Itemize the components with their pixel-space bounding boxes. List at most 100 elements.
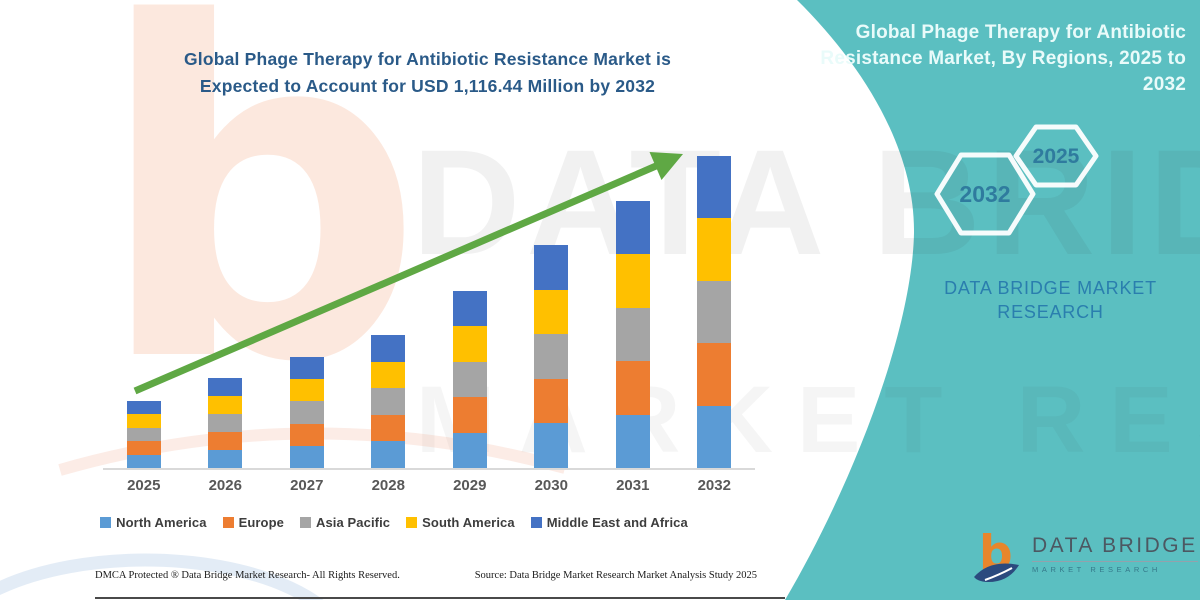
legend-label: South America: [422, 515, 515, 530]
bar-segment-2028-middle-east-and-africa: [371, 335, 406, 362]
chart-title-line1: Global Phage Therapy for Antibiotic Resi…: [183, 49, 672, 69]
bar-segment-2030-south-america: [534, 289, 569, 335]
bar-segment-2030-middle-east-and-africa: [534, 245, 569, 290]
right-panel-title: Global Phage Therapy for Antibiotic Resi…: [820, 22, 1186, 95]
chart-title: Global Phage Therapy for Antibiotic Resi…: [100, 46, 755, 100]
legend-swatch: [530, 517, 542, 528]
legend-item-europe: Europe: [222, 515, 284, 530]
bar-segment-2032-middle-east-and-africa: [697, 156, 732, 219]
x-axis-labels: 2025 2026 2027 2028 2029 2030 2031 2032: [103, 477, 755, 494]
bar-segment-2030-north-america: [534, 423, 569, 468]
bar-slot-2025: [103, 401, 185, 468]
bar-segment-2026-middle-east-and-africa: [208, 378, 243, 396]
chart-legend: North America Europe Asia Pacific South Ame…: [0, 515, 788, 530]
bar-segment-2031-middle-east-and-africa: [615, 201, 650, 255]
legend-item-asia-pacific: Asia Pacific: [299, 515, 391, 530]
bar-segment-2026-south-america: [208, 396, 243, 414]
bar-2031: [615, 201, 650, 468]
bar-slot-2028: [348, 335, 430, 468]
logo-subtitle: MARKET RESEARCH: [1032, 561, 1198, 574]
bar-2028: [371, 335, 406, 468]
bar-2025: [126, 401, 161, 468]
x-axis-label-2026: 2026: [208, 477, 242, 494]
legend-item-middle-east-and-africa: Middle East and Africa: [530, 515, 688, 530]
x-axis-label-2031: 2031: [616, 477, 650, 494]
bar-segment-2029-north-america: [452, 432, 487, 468]
bar-segment-2025-europe: [126, 441, 161, 455]
bar-segment-2028-europe: [371, 414, 406, 442]
x-axis-label-2032: 2032: [697, 477, 731, 494]
footer: DMCA Protected ® Data Bridge Market Rese…: [95, 570, 757, 581]
brand-text: DATA BRIDGE MARKET RESEARCH: [928, 276, 1173, 325]
bar-segment-2029-asia-pacific: [452, 361, 487, 398]
bar-segment-2025-middle-east-and-africa: [126, 401, 161, 415]
bar-segment-2027-asia-pacific: [289, 401, 324, 424]
bar-segment-2028-north-america: [371, 441, 406, 468]
bar-2029: [452, 291, 487, 468]
bar-segment-2025-south-america: [126, 414, 161, 428]
bar-segment-2032-europe: [697, 343, 732, 406]
bar-segment-2031-south-america: [615, 254, 650, 308]
bar-segment-2025-north-america: [126, 454, 161, 468]
x-axis-label-2030: 2030: [534, 477, 568, 494]
bar-segment-2026-asia-pacific: [208, 414, 243, 432]
databridge-logo-icon: b: [974, 528, 1019, 583]
x-axis-label-2025: 2025: [127, 477, 161, 494]
x-axis-label-2027: 2027: [290, 477, 324, 494]
bar-segment-2029-europe: [452, 397, 487, 433]
x-axis-label-2029: 2029: [453, 477, 487, 494]
dmca-notice: DMCA Protected ® Data Bridge Market Rese…: [95, 570, 400, 581]
bar-2026: [208, 378, 243, 468]
bar-segment-2032-north-america: [697, 405, 732, 468]
chart-title-line2: Expected to Account for USD 1,116.44 Mil…: [199, 76, 656, 97]
legend-item-north-america: North America: [100, 515, 206, 530]
bar-slot-2031: [592, 201, 674, 468]
hexagon-year-2032: 2032: [959, 181, 1011, 207]
bar-2032: [697, 156, 732, 468]
logo-text: DATA BRIDGE MARKET RESEARCH: [1032, 534, 1198, 574]
bar-slot-2026: [185, 378, 267, 468]
brand-text-line1: DATA BRIDGE MARKET: [944, 278, 1157, 298]
bar-segment-2029-south-america: [452, 326, 487, 362]
legend-swatch: [299, 517, 311, 528]
bar-2030: [534, 245, 569, 468]
hexagon-year-2025: 2025: [1032, 145, 1080, 168]
bar-segment-2029-middle-east-and-africa: [452, 291, 487, 327]
bar-segment-2032-south-america: [697, 218, 732, 281]
bar-segment-2025-asia-pacific: [126, 427, 161, 442]
legend-swatch: [222, 517, 234, 528]
bar-segment-2032-asia-pacific: [697, 280, 732, 344]
legend-label: Europe: [238, 515, 284, 530]
bar-segment-2027-south-america: [289, 379, 324, 402]
logo-name: DATA BRIDGE: [1032, 534, 1198, 557]
bar-segment-2027-middle-east-and-africa: [289, 357, 324, 380]
legend-label: Middle East and Africa: [546, 515, 688, 530]
bar-segment-2031-europe: [615, 361, 650, 415]
bar-segment-2027-north-america: [289, 445, 324, 468]
brand-text-line2: RESEARCH: [997, 302, 1104, 323]
bar-slot-2029: [429, 291, 511, 468]
bar-2027: [289, 357, 324, 468]
source-note: Source: Data Bridge Market Research Mark…: [474, 570, 757, 581]
bar-segment-2026-europe: [208, 432, 243, 450]
bar-segment-2030-asia-pacific: [534, 334, 569, 379]
legend-item-south-america: South America: [406, 515, 515, 530]
bar-segment-2030-europe: [534, 378, 569, 424]
bottom-divider: [95, 597, 785, 599]
bar-segment-2028-south-america: [371, 361, 406, 389]
bar-segment-2028-asia-pacific: [371, 388, 406, 415]
bar-segment-2031-north-america: [615, 414, 650, 468]
databridge-logo: b DATA BRIDGE MARKET RESEARCH: [972, 528, 1198, 586]
bar-segment-2031-asia-pacific: [615, 307, 650, 362]
x-axis-label-2028: 2028: [371, 477, 405, 494]
legend-swatch: [406, 517, 418, 528]
legend-label: North America: [116, 515, 207, 530]
bar-slot-2027: [266, 357, 348, 468]
bar-segment-2026-north-america: [208, 450, 243, 468]
bar-slot-2030: [511, 245, 593, 468]
bar-segment-2027-europe: [289, 423, 324, 446]
legend-label: Asia Pacific: [315, 515, 391, 530]
legend-swatch: [100, 517, 112, 528]
bar-chart-plot-area: [103, 152, 755, 470]
